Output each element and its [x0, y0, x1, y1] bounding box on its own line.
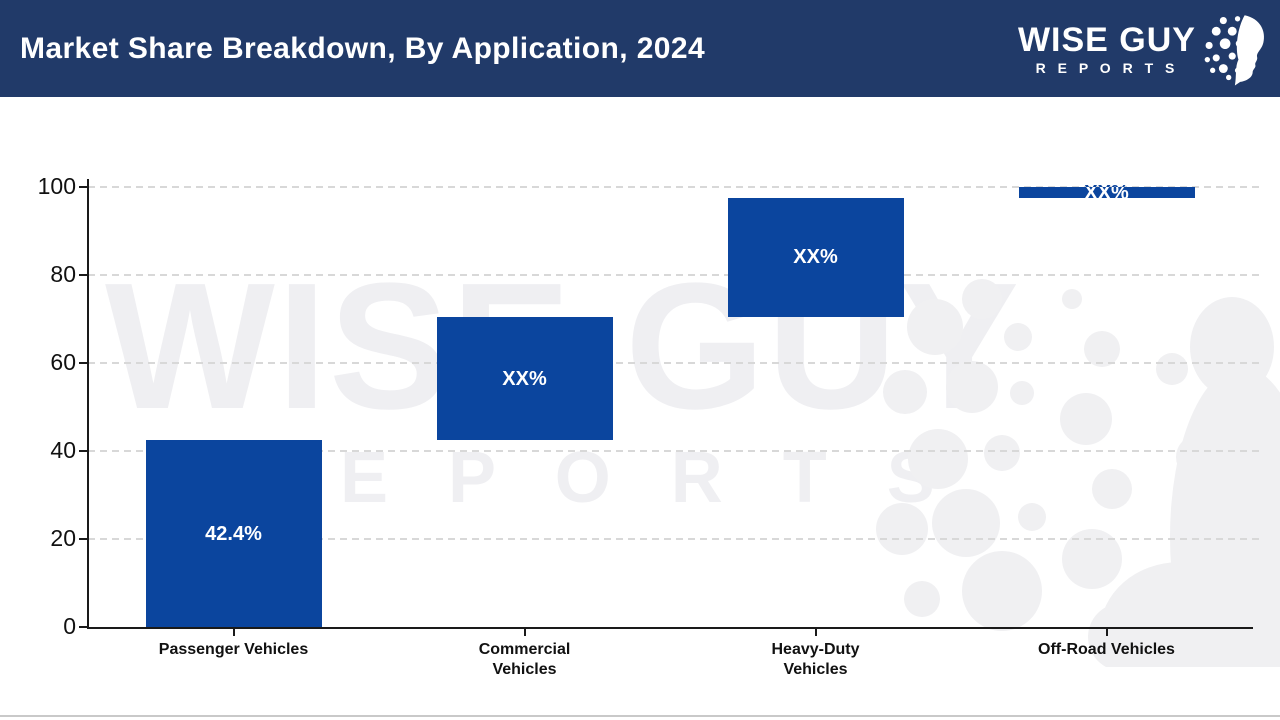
bar-2 [436, 316, 613, 441]
x-category-label: Off-Road Vehicles [1038, 641, 1175, 658]
bar-1 [145, 440, 322, 627]
y-tick-mark [79, 450, 87, 452]
logo-subtitle: R E P O R T S [1035, 59, 1179, 76]
chart-area: WISE GUY R E P O R T S 0 20 40 60 80 100 42.4%… [0, 97, 1280, 720]
gridline-40 [88, 450, 1264, 452]
logo-wordmark: WISE GUY [1017, 20, 1196, 59]
y-tick-mark [79, 274, 87, 276]
bar-value-label-overflow: XX% [1019, 180, 1195, 188]
page-title: Market Share Breakdown, By Application, … [20, 31, 706, 65]
x-tick-mark [232, 629, 235, 636]
bar-value-label: XX% [1019, 180, 1195, 188]
bottom-border [0, 715, 1280, 717]
y-tick-label: 60 [50, 349, 76, 375]
bar-chart: 0 20 40 60 80 100 42.4% Passenger Vehicles XX% Co… [0, 97, 1280, 720]
y-tick-label: 40 [50, 437, 76, 463]
gridline-20 [88, 538, 1264, 540]
y-tick-label: 20 [50, 525, 76, 551]
bar-value-label: XX% [793, 246, 838, 269]
header: Market Share Breakdown, By Application, … [0, 0, 1280, 97]
x-axis-line [87, 627, 1253, 629]
x-category-label: Commercial Vehicles [478, 641, 571, 678]
y-axis-line [87, 179, 89, 629]
y-tick-label: 0 [63, 613, 76, 639]
x-tick-mark [1105, 629, 1108, 636]
gridline-100 [88, 186, 1264, 188]
y-tick-label: 100 [37, 173, 76, 199]
x-category-label: Passenger Vehicles [158, 641, 309, 658]
watermark-text-line2: R E P O R T S [228, 438, 955, 518]
logo-text: WISE GUY R E P O R T S [1018, 22, 1196, 76]
y-tick-mark [79, 626, 87, 628]
bar-value-label: XX% [502, 367, 547, 390]
wise-guy-logo: WISE GUY R E P O R T S [1018, 10, 1266, 88]
y-tick-mark [79, 186, 87, 188]
bar-value-label: 42.4% [205, 522, 262, 545]
watermark-face-icon [876, 279, 1280, 667]
bar-value-label-clip: XX% [1019, 187, 1195, 198]
gridline-80 [88, 274, 1264, 276]
y-tick-mark [79, 538, 87, 540]
bar-value-label: XX% [1084, 187, 1129, 198]
bar-4 [1018, 187, 1195, 198]
bar-3 [727, 198, 904, 317]
x-tick-mark [523, 629, 526, 636]
y-tick-mark [79, 362, 87, 364]
gridline-60 [88, 362, 1264, 364]
logo-face-icon [1204, 14, 1264, 85]
x-category-label: Heavy-Duty Vehicles [771, 641, 860, 678]
y-tick-label: 80 [50, 261, 76, 287]
x-tick-mark [814, 629, 817, 636]
